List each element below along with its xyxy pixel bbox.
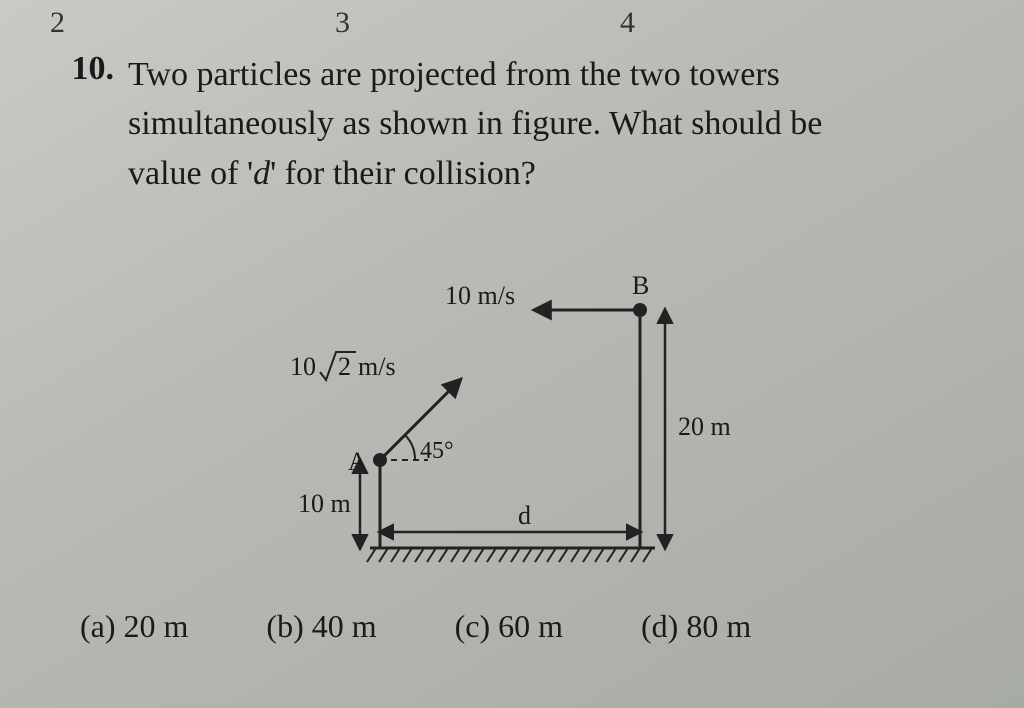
point-a-label: A — [348, 447, 367, 476]
question-text: Two particles are projected from the two… — [128, 50, 822, 198]
prev-answer-b: 3 — [335, 6, 350, 40]
point-b-dot — [633, 303, 647, 317]
velA-unit: m/s — [358, 352, 396, 381]
option-c[interactable]: (c) 60 m — [455, 608, 563, 645]
height-b-label: 20 m — [678, 412, 731, 441]
velA-rad: 2 — [338, 352, 351, 381]
option-a[interactable]: (a) 20 m — [80, 608, 188, 645]
d-label: d — [518, 501, 531, 530]
question-line2: simultaneously as shown in figure. What … — [128, 105, 822, 142]
figure: 10 m 20 m d A 45° 10 2 — [260, 260, 780, 590]
question-number: 10. — [60, 50, 114, 88]
height-a-label: 10 m — [298, 489, 351, 518]
option-b[interactable]: (b) 40 m — [266, 608, 376, 645]
figure-svg: 10 m 20 m d A 45° 10 2 — [260, 260, 780, 590]
ground-hatching — [367, 548, 652, 562]
prev-answer-c: 4 — [620, 6, 635, 40]
page: 2 3 4 10. Two particles are projected fr… — [0, 0, 1024, 708]
option-d[interactable]: (d) 80 m — [641, 608, 751, 645]
answer-options: (a) 20 m (b) 40 m (c) 60 m (d) 80 m — [80, 608, 994, 645]
angle-label: 45° — [420, 438, 454, 464]
question-line1: Two particles are projected from the two… — [128, 56, 780, 93]
question-line3b: ' for their collision? — [270, 155, 536, 192]
previous-answers-fragment: 2 3 4 — [50, 6, 750, 40]
velocity-a-label: 10 2 m/s — [290, 352, 396, 381]
question-block: 10. Two particles are projected from the… — [60, 50, 994, 198]
prev-answer-a: 2 — [50, 6, 65, 40]
angle-arc — [405, 435, 415, 460]
question-var-d: d — [253, 155, 270, 192]
point-b-label: B — [632, 271, 649, 300]
question-line3a: value of ' — [128, 155, 253, 192]
velocity-b-label: 10 m/s — [445, 281, 515, 310]
velA-num: 10 — [290, 352, 316, 381]
question-row: 10. Two particles are projected from the… — [60, 50, 994, 198]
